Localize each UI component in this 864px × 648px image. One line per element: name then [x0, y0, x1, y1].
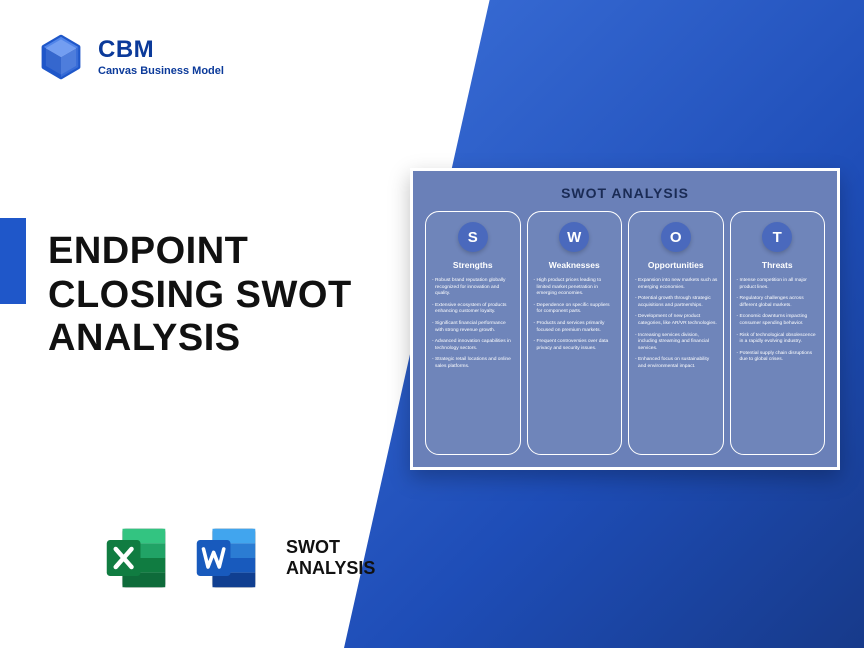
infographic-canvas: CBM Canvas Business Model ENDPOINT CLOSI… [0, 0, 864, 648]
swot-item: Risk of technological obsolescence in a … [736, 333, 820, 346]
file-icons-label: SWOT ANALYSIS [286, 537, 375, 578]
swot-item: Potential supply chain disruptions due t… [736, 351, 820, 364]
swot-item: Regulatory challenges across different g… [736, 296, 820, 309]
swot-item: Increasing services division, including … [634, 333, 718, 353]
swot-column-strengths: S Strengths Robust brand reputation global… [425, 211, 521, 455]
brand-subtitle: Canvas Business Model [98, 65, 224, 77]
swot-analysis-card: SWOT ANALYSIS S Strengths Robust brand rep… [410, 168, 840, 470]
swot-item: Development of new product categories, l… [634, 314, 718, 327]
swot-column-opportunities: O Opportunities Expansion into new markets… [628, 211, 724, 455]
excel-icon [100, 522, 172, 594]
swot-column-threats: T Threats Intense competition in all major… [730, 211, 826, 455]
swot-column-weaknesses: W Weaknesses High product prices leading t… [527, 211, 623, 455]
swot-item: Strategic retail locations and online sa… [431, 357, 515, 370]
swot-badge: T [762, 222, 792, 252]
page-headline: ENDPOINT CLOSING SWOT ANALYSIS [48, 230, 378, 361]
swot-card-title: SWOT ANALYSIS [425, 185, 825, 201]
swot-column-heading: Strengths [431, 260, 515, 270]
swot-item: Enhanced focus on sustainability and env… [634, 357, 718, 370]
swot-badge: O [661, 222, 691, 252]
swot-item: Robust brand reputation globally recogni… [431, 278, 515, 298]
swot-item: Economic downturns impacting consumer sp… [736, 314, 820, 327]
brand-logo-block: CBM Canvas Business Model [38, 34, 224, 80]
icons-label-line2: ANALYSIS [286, 558, 375, 579]
swot-columns: S Strengths Robust brand reputation global… [425, 211, 825, 455]
swot-item-list: High product prices leading to limited m… [533, 278, 617, 352]
swot-badge: S [458, 222, 488, 252]
swot-item: Extensive ecosystem of products enhancin… [431, 303, 515, 316]
swot-item: Potential growth through strategic acqui… [634, 296, 718, 309]
icons-label-line1: SWOT [286, 537, 375, 558]
swot-column-heading: Threats [736, 260, 820, 270]
swot-item: Frequent controversies over data privacy… [533, 339, 617, 352]
swot-column-heading: Weaknesses [533, 260, 617, 270]
swot-item: Significant financial performance with s… [431, 321, 515, 334]
swot-item-list: Robust brand reputation globally recogni… [431, 278, 515, 371]
swot-item: Products and services primarily focused … [533, 321, 617, 334]
swot-item: Intense competition in all major product… [736, 278, 820, 291]
swot-item: Dependence on specific suppliers for com… [533, 303, 617, 316]
swot-item: Advanced innovation capabilities in tech… [431, 339, 515, 352]
swot-badge: W [559, 222, 589, 252]
cbm-logo-icon [38, 34, 84, 80]
left-accent-bar [0, 218, 26, 304]
swot-item: Expansion into new markets such as emerg… [634, 278, 718, 291]
word-icon [190, 522, 262, 594]
swot-item: High product prices leading to limited m… [533, 278, 617, 298]
brand-title: CBM [98, 38, 224, 62]
swot-item-list: Expansion into new markets such as emerg… [634, 278, 718, 371]
swot-item-list: Intense competition in all major product… [736, 278, 820, 364]
swot-column-heading: Opportunities [634, 260, 718, 270]
file-icons-row: SWOT ANALYSIS [100, 522, 375, 594]
